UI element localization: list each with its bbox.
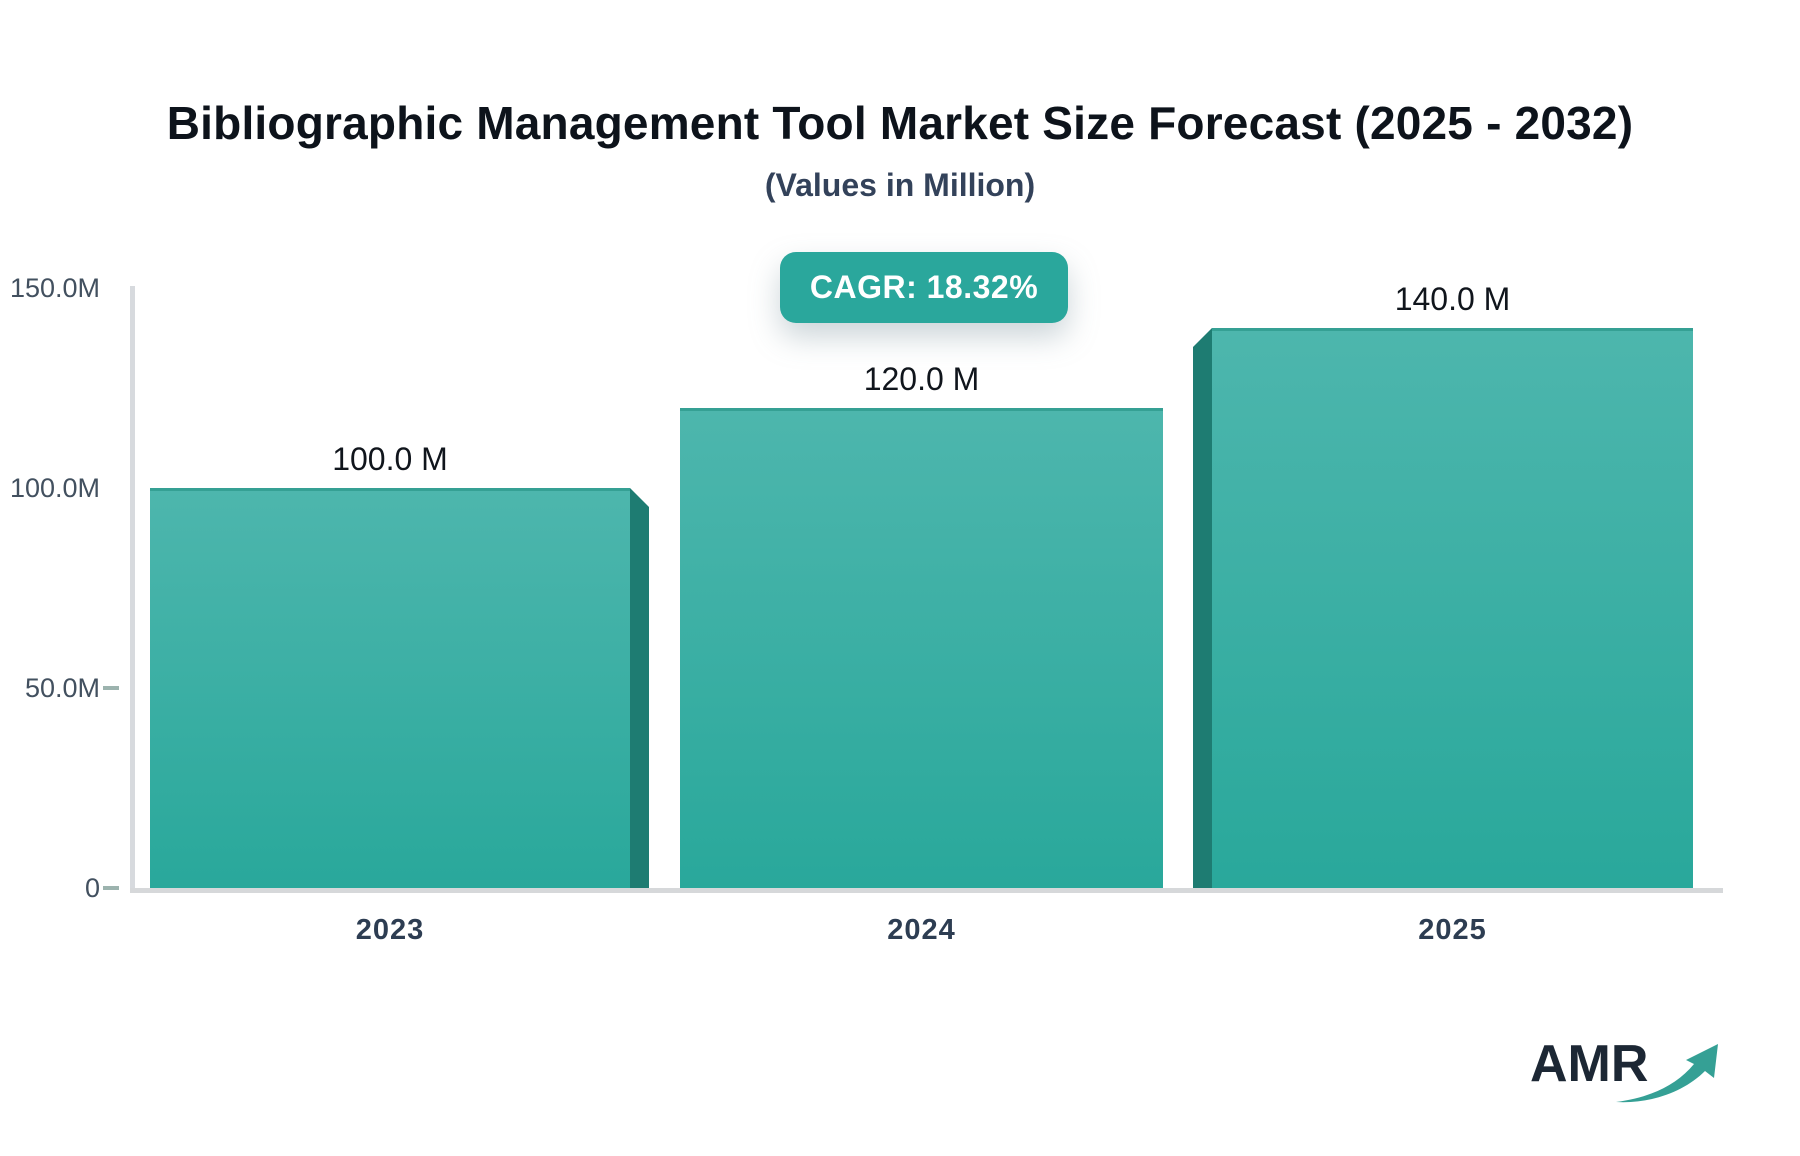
cagr-badge-label: CAGR: 18.32% (809, 269, 1039, 305)
bar-value-label: 100.0 M (332, 441, 448, 477)
bar-2023 (150, 488, 630, 888)
y-axis-line (130, 286, 135, 893)
bar-2023-bevel (630, 488, 649, 888)
bar-2024 (680, 408, 1163, 888)
x-axis-line (130, 888, 1723, 893)
y-tick-100: 100.0M (9, 473, 100, 503)
chart-subtitle: (Values in Million) (764, 167, 1036, 204)
x-axis-label-2025: 2025 (1418, 914, 1487, 946)
y-tick-mark-50 (103, 686, 119, 690)
chart-title: Bibliographic Management Tool Market Siz… (166, 97, 1634, 149)
y-tick-0: 0 (84, 873, 100, 903)
bar-group-2023: 100.0 M 2023 (150, 441, 649, 946)
y-tick-mark-0 (103, 886, 119, 890)
chart-header: Bibliographic Management Tool Market Siz… (60, 96, 1740, 204)
bar-2025-bevel (1193, 328, 1212, 888)
bar-value-label: 120.0 M (863, 361, 980, 397)
y-tick-150: 150.0M (9, 273, 100, 303)
x-axis-label-2024: 2024 (887, 914, 956, 946)
bar-value-label: 140.0 M (1394, 281, 1511, 317)
cagr-badge: CAGR: 18.32% (780, 252, 1068, 323)
amr-logo: AMR (1530, 1034, 1730, 1114)
x-axis-label-2023: 2023 (355, 914, 425, 946)
amr-logo-text: AMR (1530, 1035, 1649, 1093)
bar-2025 (1212, 328, 1693, 888)
growth-arrow-icon (1616, 1044, 1718, 1103)
bar-group-2025: 140.0 M 2025 (1193, 281, 1693, 946)
y-tick-50: 50.0M (24, 673, 100, 703)
bar-group-2024: 120.0 M 2024 (680, 361, 1163, 946)
